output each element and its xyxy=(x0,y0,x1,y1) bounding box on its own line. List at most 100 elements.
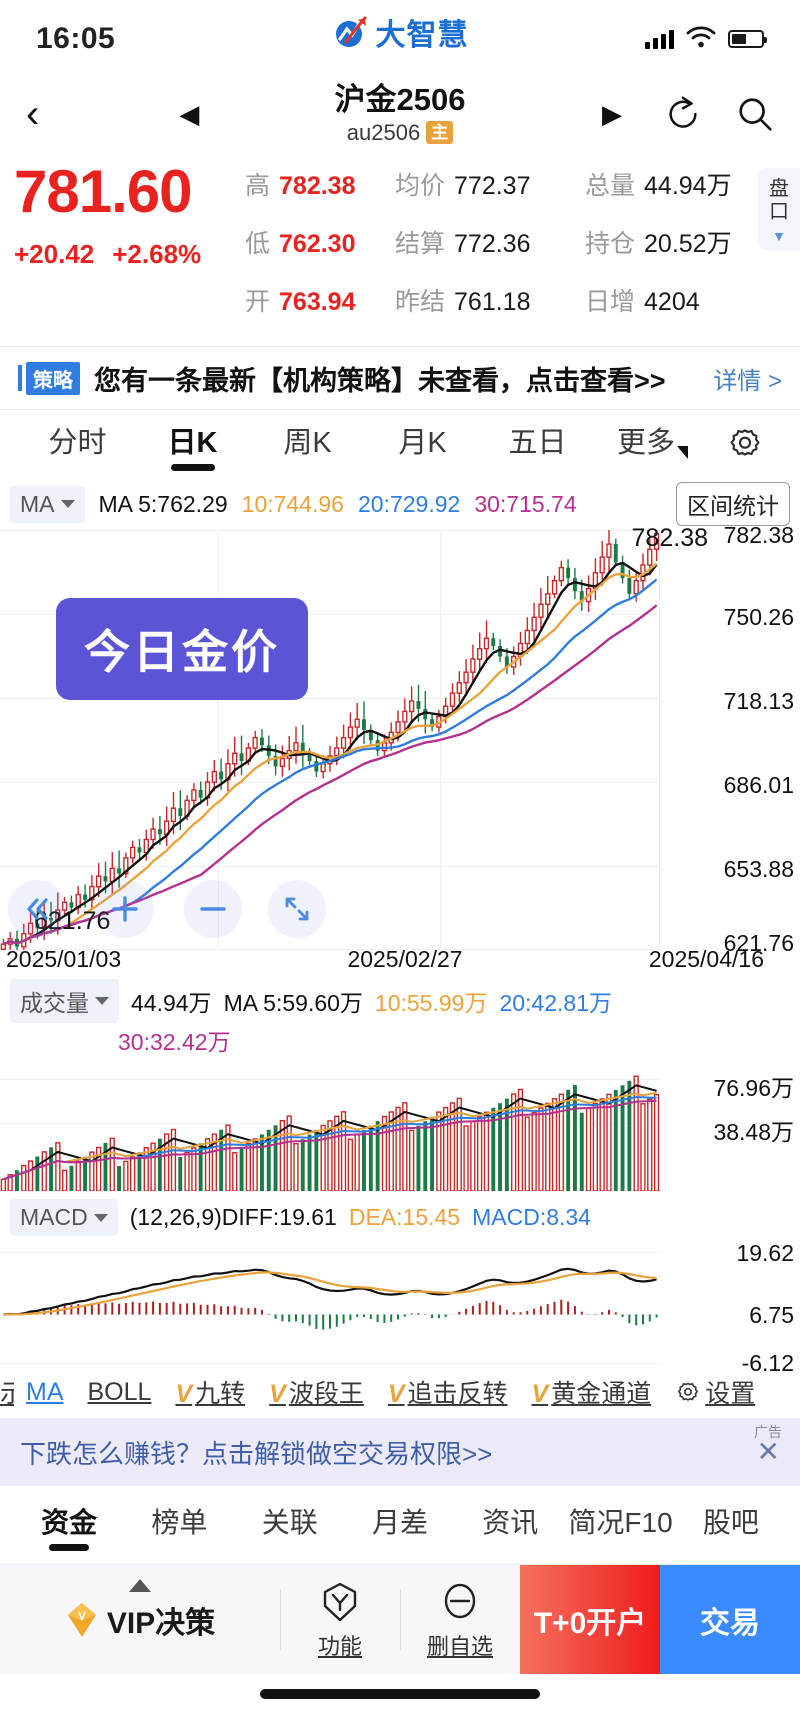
chevron-down-icon xyxy=(93,1213,108,1222)
stat-label: 日增 xyxy=(585,288,636,316)
function-button[interactable]: 功能 xyxy=(280,1565,400,1674)
macd-chart[interactable]: 19.62 6.75 -6.12 xyxy=(0,1238,800,1376)
indicator-settings-button[interactable]: 设置 xyxy=(663,1374,767,1410)
divider xyxy=(0,346,800,347)
tab-weekly-k[interactable]: 周K xyxy=(283,427,332,459)
vip-mark: V xyxy=(175,1380,193,1408)
vip-label: VIP决策 xyxy=(106,1606,216,1640)
stat-high: 高 782.38 xyxy=(245,166,395,202)
volume-chart[interactable]: 76.96万 38.48万 xyxy=(0,1061,800,1191)
stat-label: 总量 xyxy=(585,172,636,200)
stat-low: 低 762.30 xyxy=(245,224,395,260)
back-chevron-left-icon[interactable]: ‹ xyxy=(26,92,40,136)
range-statistics-button[interactable]: 区间统计 xyxy=(676,482,790,526)
volume-ma30-row: 30:32.42万 xyxy=(0,1023,800,1061)
watermark-overlay: 今日金价 xyxy=(56,598,308,700)
k-line-chart[interactable]: 782.38 750.26 718.13 686.01 653.88 621.7… xyxy=(0,522,800,956)
quote-col-2: 均价 772.37 结算 772.36 昨结 761.18 xyxy=(395,166,585,340)
status-indicators xyxy=(645,25,767,53)
tab-funds[interactable]: 资金 xyxy=(14,1501,124,1549)
tab-daily-k[interactable]: 日K xyxy=(135,419,250,467)
remove-watchlist-label: 删自选 xyxy=(426,1633,493,1659)
diamond-icon: V xyxy=(67,1602,96,1637)
symbol-code: au2506 xyxy=(346,119,421,145)
action-bar: V VIP决策 功能 删自选 T+0开户 交易 xyxy=(0,1564,800,1674)
price-axis-label: 653.88 xyxy=(723,856,794,882)
date-axis-end: 2025/04/16 xyxy=(648,946,764,972)
indicator-item-truncated[interactable]: 示 xyxy=(0,1380,14,1408)
stat-open-interest: 持仓 20.52万 xyxy=(585,224,744,260)
chart-settings-button[interactable] xyxy=(710,424,780,462)
zoom-out-button[interactable] xyxy=(184,880,242,938)
indicator-item-ma[interactable]: MA xyxy=(26,1377,64,1406)
battery-icon xyxy=(728,30,767,48)
ma-selector-chip[interactable]: MA xyxy=(10,485,85,523)
search-icon[interactable] xyxy=(736,95,774,133)
ma20-value: 20:729.92 xyxy=(357,490,461,517)
scroll-left-button[interactable] xyxy=(8,880,66,938)
stat-label: 均价 xyxy=(395,172,446,200)
nav-bar: ‹ ◀ 沪金2506 au2506 主 ▶ xyxy=(0,78,800,150)
gear-icon xyxy=(678,1382,699,1401)
close-icon[interactable]: ✕ xyxy=(756,1436,780,1467)
open-account-button[interactable]: T+0开户 xyxy=(520,1565,660,1674)
tab-stock-bar[interactable]: 股吧 xyxy=(702,1507,759,1538)
volume-ma5: MA 5:59.60万 xyxy=(223,990,363,1016)
triangle-down-icon xyxy=(677,446,688,459)
stat-label: 开 xyxy=(245,288,271,316)
period-tab-bar: 分时 日K 周K 月K 五日 更多 xyxy=(0,410,800,476)
chevron-down-icon xyxy=(95,997,109,1005)
trade-button[interactable]: 交易 xyxy=(660,1565,800,1674)
macd-selector-chip[interactable]: MACD xyxy=(10,1199,118,1236)
refresh-icon[interactable] xyxy=(664,95,702,133)
tab-related[interactable]: 关联 xyxy=(261,1507,318,1538)
next-symbol-triangle-right-icon[interactable]: ▶ xyxy=(602,98,622,129)
k-line-canvas xyxy=(0,530,660,950)
tab-news[interactable]: 资讯 xyxy=(482,1507,539,1538)
tab-five-day[interactable]: 五日 xyxy=(508,427,567,459)
tab-month-spread[interactable]: 月差 xyxy=(371,1507,428,1538)
volume-chip-label: 成交量 xyxy=(20,990,89,1016)
indicator-item-boduanwang[interactable]: V 波段王 xyxy=(257,1374,376,1410)
stat-value: 761.18 xyxy=(454,288,531,316)
volume-selector-chip[interactable]: 成交量 xyxy=(10,979,119,1023)
price-axis-label: 782.38 xyxy=(723,522,794,548)
change-percent: +2.68% xyxy=(112,239,202,269)
expand-fullscreen-button[interactable] xyxy=(268,880,326,938)
indicator-label: 波段王 xyxy=(288,1380,364,1408)
order-book-toggle[interactable]: 盘 口 ▼ xyxy=(758,168,800,251)
strategy-detail-link[interactable]: 详情 > xyxy=(713,367,782,395)
stat-open: 开 763.94 xyxy=(245,282,395,318)
price-change-row: +20.42 +2.68% xyxy=(14,239,245,270)
gear-icon xyxy=(730,429,760,456)
remove-watchlist-button[interactable]: 删自选 xyxy=(400,1565,520,1674)
ad-label: 广告 xyxy=(754,1424,782,1440)
tab-intraday[interactable]: 分时 xyxy=(48,427,107,459)
indicator-item-zhuijifanzhuan[interactable]: V 追击反转 xyxy=(376,1374,520,1410)
svg-text:V: V xyxy=(78,1609,86,1623)
stat-value: 4204 xyxy=(644,288,700,316)
zoom-in-button[interactable] xyxy=(96,880,154,938)
stat-value: 772.37 xyxy=(454,172,531,200)
vip-decision-button[interactable]: V VIP决策 xyxy=(0,1565,280,1674)
strategy-banner[interactable]: 策略 您有一条最新【机构策略】未查看，点击查看>> 详情 > xyxy=(0,347,800,409)
indicator-item-boll[interactable]: BOLL xyxy=(87,1377,152,1406)
minus-icon xyxy=(200,907,226,911)
ad-text[interactable]: 下跌怎么赚钱？点击解锁做空交易权限>> xyxy=(20,1438,493,1469)
quote-col-1: 高 782.38 低 762.30 开 763.94 xyxy=(245,166,395,340)
tab-profile-f10[interactable]: 简况F10 xyxy=(568,1507,673,1538)
indicator-item-huangjintongdao[interactable]: V 黄金通道 xyxy=(520,1374,664,1410)
tab-more-label: 更多 xyxy=(616,427,675,459)
indicator-item-jiuzhuan[interactable]: V 九转 xyxy=(163,1374,257,1410)
vip-mark: V xyxy=(387,1380,405,1408)
macd-axis-label: 19.62 xyxy=(736,1240,794,1266)
ad-banner[interactable]: 下跌怎么赚钱？点击解锁做空交易权限>> 广告 ✕ xyxy=(0,1418,800,1486)
indicator-label: 追击反转 xyxy=(407,1380,508,1408)
tab-more[interactable]: 更多 xyxy=(595,419,710,467)
tab-monthly-k[interactable]: 月K xyxy=(398,427,447,459)
function-label: 功能 xyxy=(317,1633,362,1659)
prev-symbol-triangle-left-icon[interactable]: ◀ xyxy=(179,98,200,129)
change-absolute: +20.42 xyxy=(14,239,95,269)
tab-ranking[interactable]: 榜单 xyxy=(151,1507,208,1538)
stat-value: 44.94万 xyxy=(644,172,732,200)
